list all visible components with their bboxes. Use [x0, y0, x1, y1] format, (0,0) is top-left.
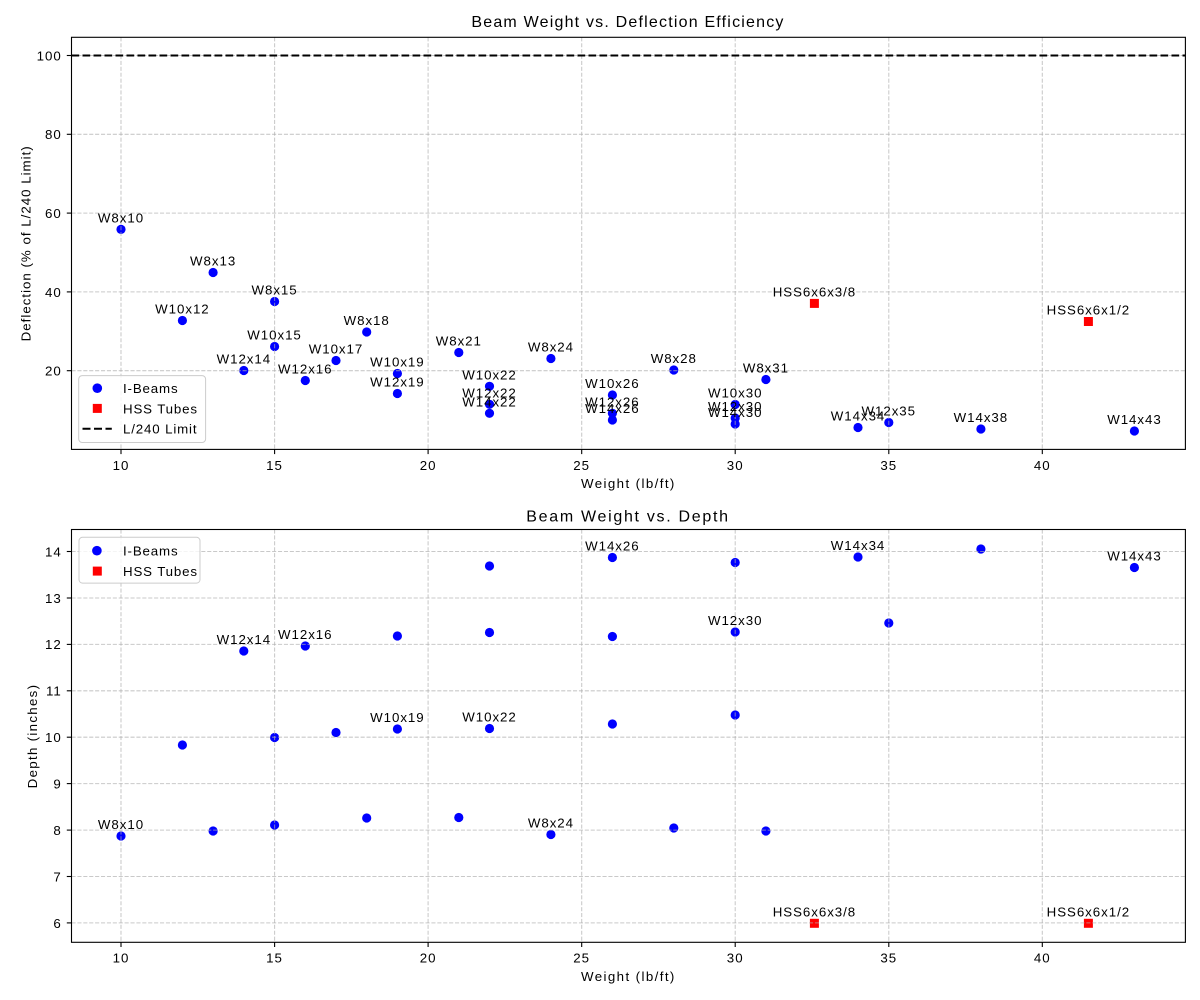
svg-text:15: 15: [266, 951, 283, 966]
svg-text:15: 15: [266, 458, 283, 473]
svg-text:W12x22: W12x22: [462, 385, 516, 400]
svg-text:HSS6x6x3/8: HSS6x6x3/8: [773, 904, 856, 919]
svg-text:HSS6x6x1/2: HSS6x6x1/2: [1047, 303, 1130, 318]
svg-text:W12x30: W12x30: [708, 399, 762, 414]
svg-text:35: 35: [880, 458, 897, 473]
svg-text:W14x34: W14x34: [831, 538, 885, 553]
svg-text:7: 7: [53, 869, 61, 884]
svg-text:W12x16: W12x16: [278, 362, 332, 377]
svg-text:Deflection (% of L/240 Limit): Deflection (% of L/240 Limit): [19, 145, 34, 341]
svg-text:W8x13: W8x13: [190, 254, 236, 269]
svg-text:W10x17: W10x17: [309, 342, 363, 357]
svg-text:W14x26: W14x26: [585, 539, 639, 554]
svg-text:W8x10: W8x10: [98, 210, 144, 225]
svg-text:HSS6x6x3/8: HSS6x6x3/8: [773, 284, 856, 299]
svg-text:W8x31: W8x31: [743, 361, 789, 376]
svg-text:W8x15: W8x15: [251, 283, 297, 298]
svg-text:10: 10: [113, 951, 130, 966]
svg-text:40: 40: [1034, 458, 1051, 473]
svg-text:W10x19: W10x19: [370, 710, 424, 725]
svg-text:W12x14: W12x14: [217, 632, 271, 647]
svg-text:12: 12: [45, 637, 62, 652]
svg-text:W8x21: W8x21: [436, 334, 482, 349]
svg-text:10: 10: [113, 458, 130, 473]
svg-text:W10x22: W10x22: [462, 367, 516, 382]
svg-text:14: 14: [45, 544, 62, 559]
svg-text:20: 20: [420, 458, 437, 473]
svg-text:Weight (lb/ft): Weight (lb/ft): [581, 476, 676, 491]
svg-text:35: 35: [880, 951, 897, 966]
svg-text:20: 20: [420, 951, 437, 966]
svg-text:30: 30: [727, 951, 744, 966]
svg-text:I-Beams: I-Beams: [123, 381, 178, 396]
svg-text:60: 60: [45, 206, 62, 221]
svg-text:W12x14: W12x14: [217, 352, 271, 367]
svg-text:13: 13: [45, 591, 62, 606]
svg-text:W8x24: W8x24: [528, 816, 574, 831]
svg-text:HSS Tubes: HSS Tubes: [123, 564, 198, 579]
svg-text:20: 20: [45, 364, 62, 379]
svg-text:Weight (lb/ft): Weight (lb/ft): [581, 969, 676, 984]
svg-text:W10x19: W10x19: [370, 355, 424, 370]
svg-text:9: 9: [53, 776, 61, 791]
svg-text:W14x43: W14x43: [1107, 412, 1161, 427]
svg-text:11: 11: [46, 684, 62, 699]
svg-text:W12x26: W12x26: [585, 394, 639, 409]
svg-text:W10x26: W10x26: [585, 376, 639, 391]
svg-text:8: 8: [53, 823, 61, 838]
svg-text:W8x28: W8x28: [651, 351, 697, 366]
svg-text:W14x34: W14x34: [831, 409, 885, 424]
svg-text:W12x30: W12x30: [708, 613, 762, 628]
svg-text:25: 25: [573, 458, 590, 473]
svg-text:W14x26: W14x26: [585, 401, 639, 416]
svg-text:W10x30: W10x30: [708, 386, 762, 401]
svg-text:30: 30: [727, 458, 744, 473]
svg-text:100: 100: [37, 48, 62, 63]
svg-text:W12x16: W12x16: [278, 627, 332, 642]
svg-text:40: 40: [1034, 951, 1051, 966]
svg-text:Beam Weight vs. Depth: Beam Weight vs. Depth: [526, 509, 729, 526]
svg-text:W8x10: W8x10: [98, 817, 144, 832]
svg-text:W12x19: W12x19: [370, 375, 424, 390]
svg-text:Depth (inches): Depth (inches): [25, 684, 40, 789]
svg-text:I-Beams: I-Beams: [123, 544, 178, 559]
svg-text:W14x30: W14x30: [708, 405, 762, 420]
svg-text:25: 25: [573, 951, 590, 966]
svg-text:HSS6x6x1/2: HSS6x6x1/2: [1047, 904, 1130, 919]
svg-text:W10x22: W10x22: [462, 710, 516, 725]
svg-text:40: 40: [45, 285, 62, 300]
svg-text:W8x24: W8x24: [528, 340, 574, 355]
svg-text:W12x35: W12x35: [862, 404, 916, 419]
svg-text:80: 80: [45, 127, 62, 142]
svg-text:L/240 Limit: L/240 Limit: [123, 422, 197, 437]
svg-text:W8x18: W8x18: [344, 313, 390, 328]
svg-text:Beam Weight vs. Deflection Eff: Beam Weight vs. Deflection Efficiency: [471, 14, 784, 31]
svg-text:W10x15: W10x15: [247, 328, 301, 343]
svg-text:W14x38: W14x38: [954, 410, 1008, 425]
svg-text:6: 6: [53, 916, 61, 931]
svg-text:W14x22: W14x22: [462, 394, 516, 409]
svg-text:HSS Tubes: HSS Tubes: [123, 401, 198, 416]
svg-text:W10x12: W10x12: [155, 302, 209, 317]
svg-text:10: 10: [45, 730, 62, 745]
svg-text:W14x43: W14x43: [1107, 549, 1161, 564]
